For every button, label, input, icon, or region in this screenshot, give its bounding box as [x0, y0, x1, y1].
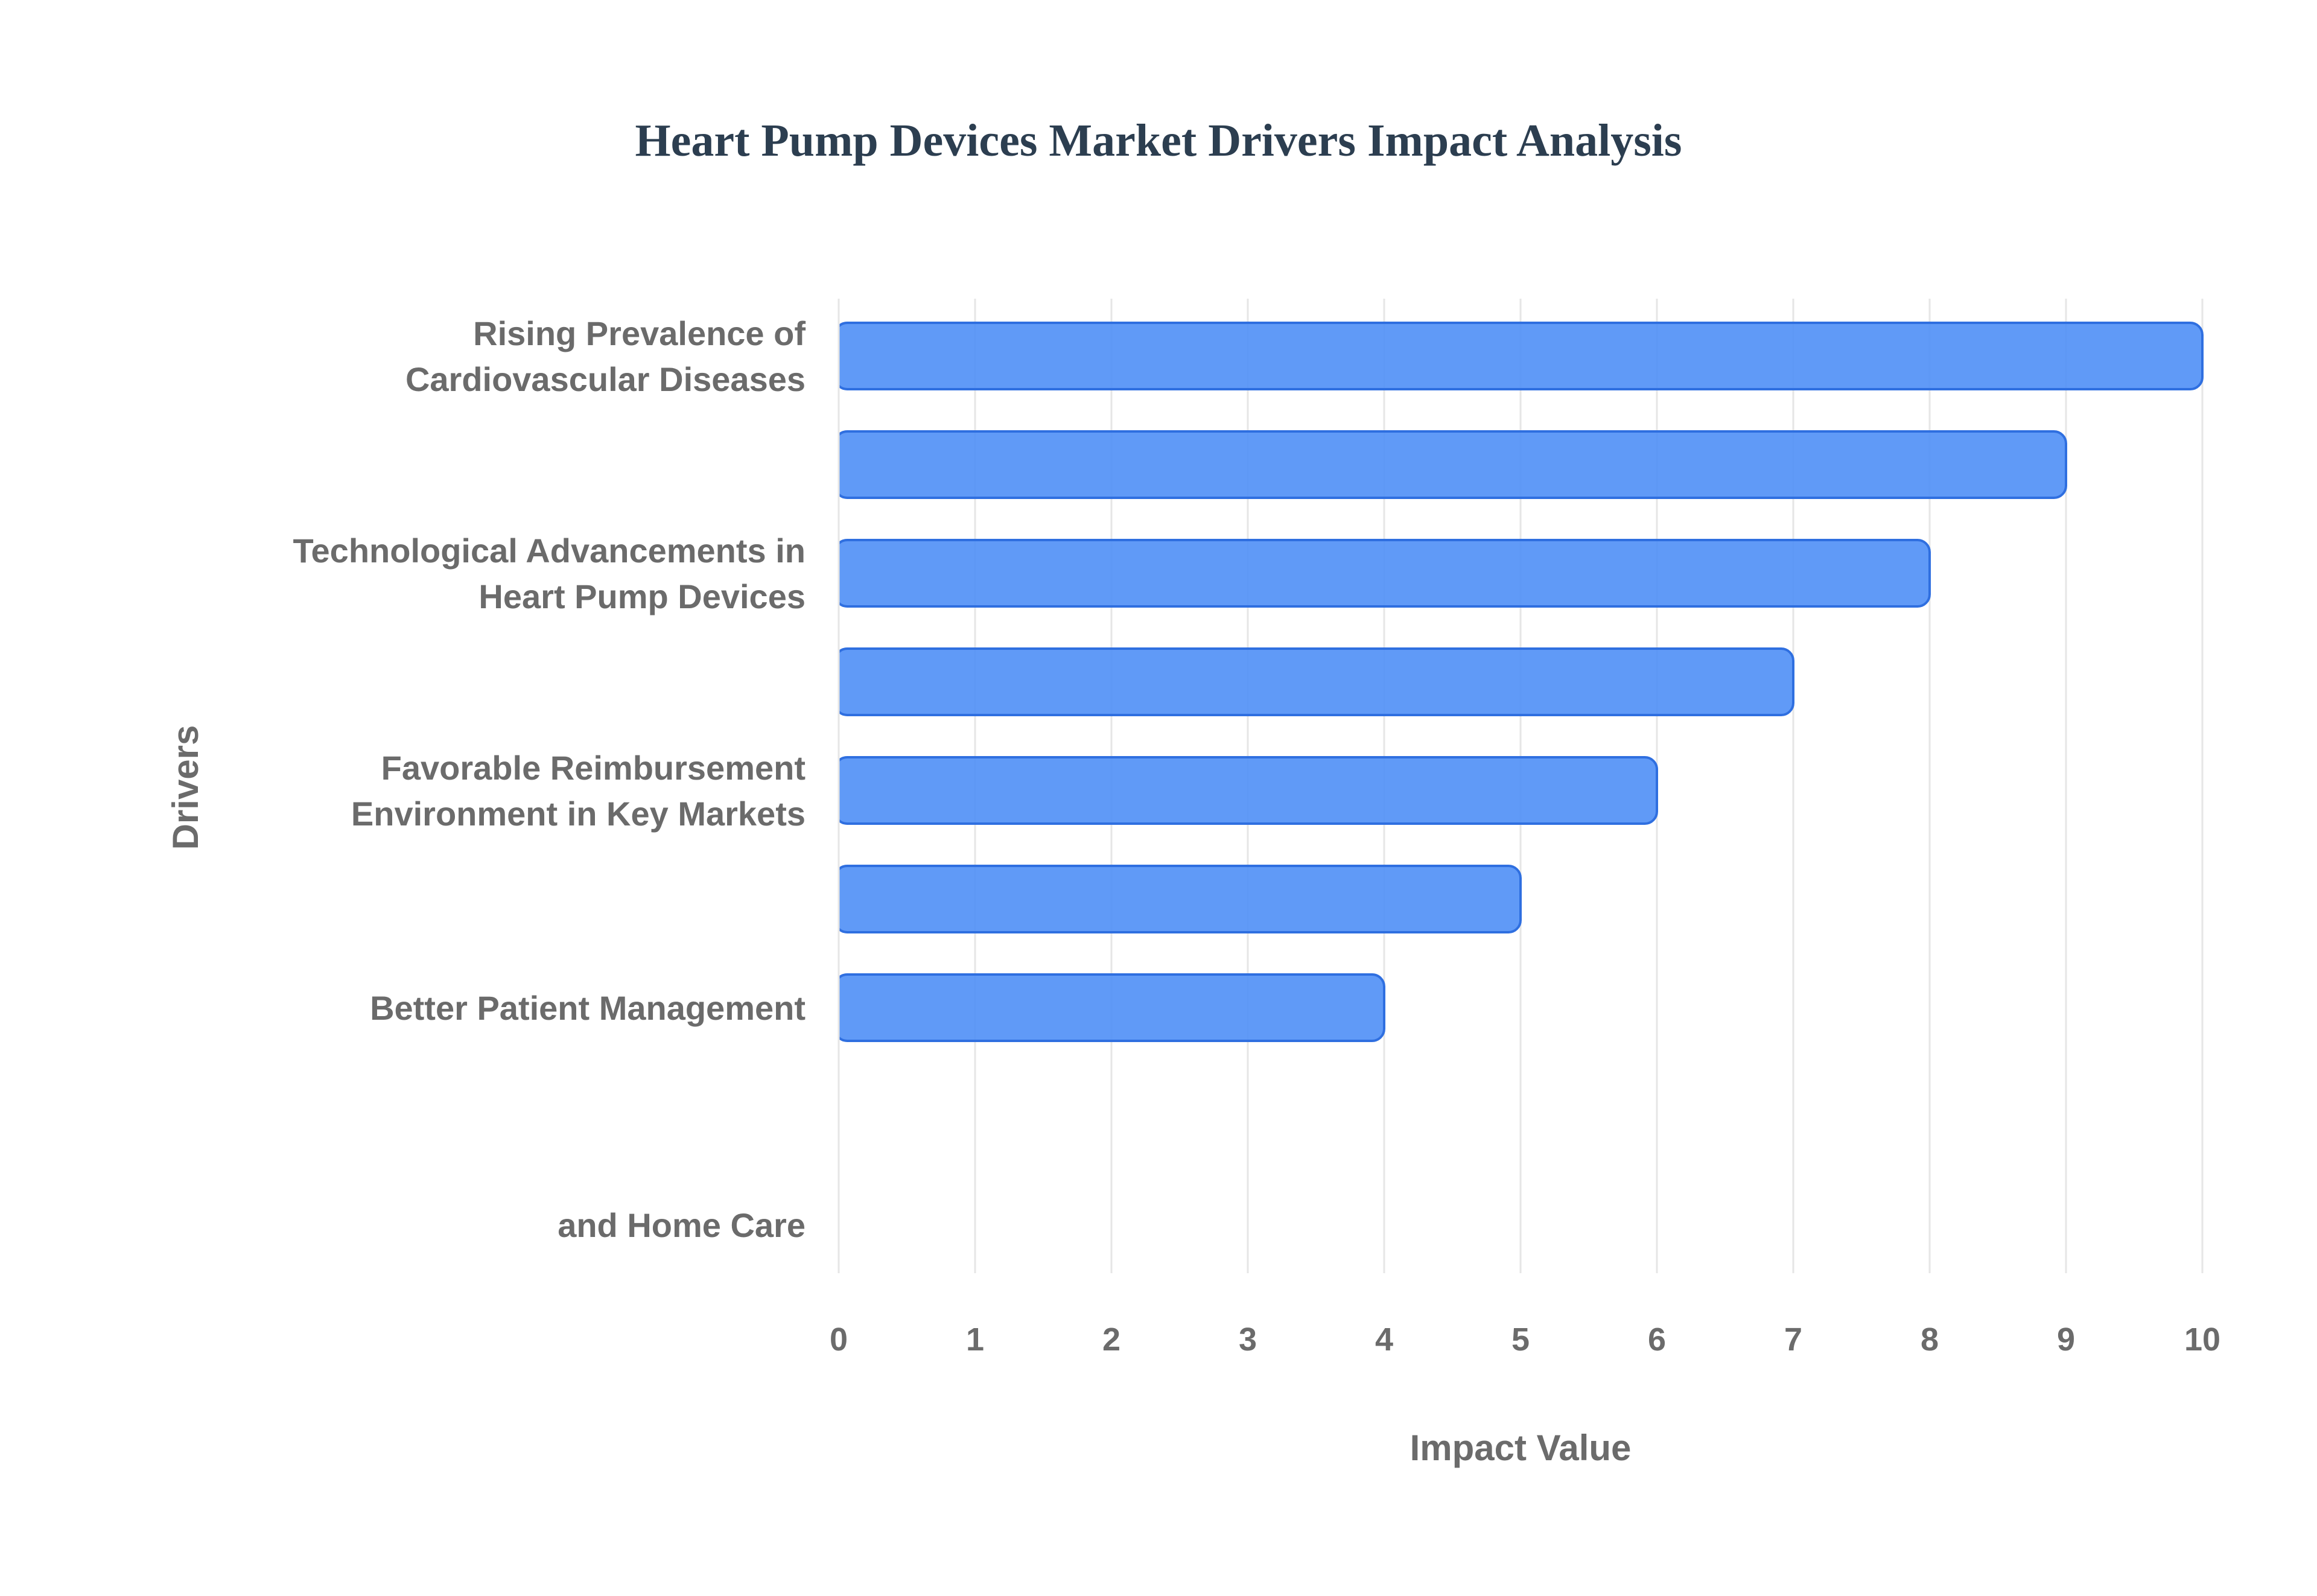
x-tick-label: 4	[1375, 1321, 1393, 1358]
bar	[834, 647, 1794, 716]
bars	[833, 299, 2204, 1273]
x-tick-label: 9	[2057, 1321, 2075, 1358]
x-tick-label: 10	[2184, 1321, 2220, 1358]
x-tick-label: 3	[1239, 1321, 1257, 1358]
y-tick-label-line: Heart Pump Devices	[478, 577, 806, 615]
bar	[834, 430, 2067, 499]
x-axis-title: Impact Value	[1410, 1428, 1632, 1468]
bar	[834, 973, 1385, 1042]
bar	[834, 322, 2204, 390]
x-tick-label: 8	[1921, 1321, 1939, 1358]
y-tick-label-line: and Home Care	[558, 1206, 806, 1244]
y-tick-label-line: Favorable Reimbursement	[381, 749, 806, 787]
x-tick-label: 0	[830, 1321, 848, 1358]
y-tick-label-line: Environment in Key Markets	[351, 795, 806, 833]
y-axis-title: Drivers	[165, 725, 206, 850]
y-tick-label-line: Technological Advancements in	[293, 532, 806, 570]
y-tick-label-line: Better Patient Management	[370, 989, 806, 1027]
y-tick-label-line: Cardiovascular Diseases	[405, 360, 806, 398]
x-tick-label: 2	[1102, 1321, 1120, 1358]
y-tick-label-line: Rising Prevalence of	[473, 314, 806, 352]
bar	[834, 865, 1522, 933]
x-tick-label: 1	[966, 1321, 984, 1358]
bar	[834, 756, 1658, 825]
y-tick-label: Technological Advancements in Heart Pump …	[293, 532, 806, 615]
y-tick-label: and Home Care	[558, 1206, 806, 1244]
x-tick-label: 7	[1784, 1321, 1802, 1358]
y-axis-mask	[833, 299, 839, 1273]
y-tick-label: Favorable Reimbursement Environment in Ke…	[351, 749, 806, 833]
y-tick-label: Better Patient Management	[370, 989, 806, 1027]
x-tick-label: 6	[1648, 1321, 1666, 1358]
axes: 0 1 2 3 4 5 6 7 8 9 10 Rising Prevalence of Cardiova…	[293, 299, 2220, 1358]
x-tick-label: 5	[1511, 1321, 1530, 1358]
chart-title: Heart Pump Devices Market Drivers Impact…	[635, 115, 1682, 166]
bar	[834, 539, 1931, 608]
y-tick-label: Rising Prevalence of Cardiovascular Disea…	[405, 314, 806, 398]
